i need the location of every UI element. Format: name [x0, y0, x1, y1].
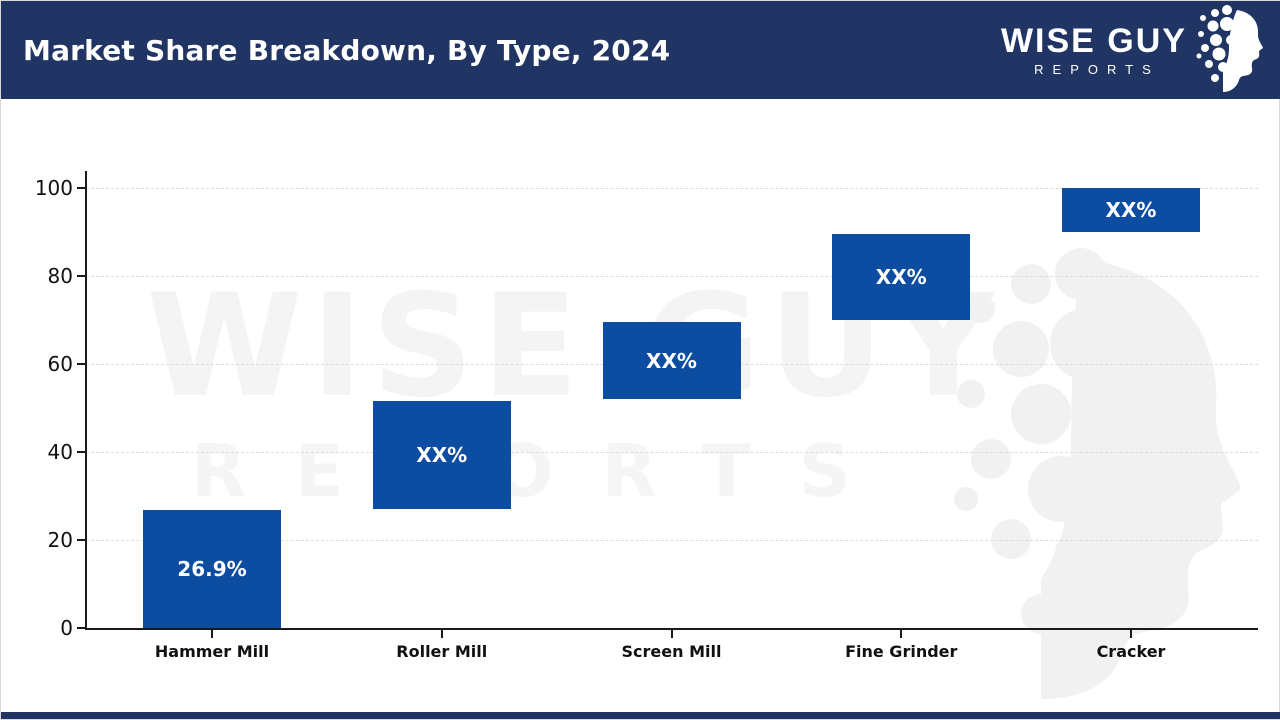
x-tick-mark: [440, 630, 443, 638]
logo-text: WISE GUY REPORTS: [1001, 24, 1187, 76]
y-tick-label: 0: [60, 616, 73, 640]
bar-value-label: XX%: [646, 348, 697, 373]
watermark-text-line2: REPORTS: [191, 429, 899, 513]
header-banner: Market Share Breakdown, By Type, 2024 WI…: [1, 1, 1280, 99]
bar: XX%: [372, 401, 511, 510]
x-tick-mark: [1130, 630, 1132, 638]
chart-area: WISE GUY REPORTS 0 20 40 60 80 100 26.9% Hammer…: [1, 99, 1280, 714]
y-axis-line: [85, 171, 87, 630]
x-tick-mark: [211, 630, 213, 638]
logo-face-icon: [1189, 4, 1267, 97]
x-axis-category-label: Roller Mill: [396, 642, 488, 661]
bar-value-label: XX%: [875, 265, 927, 290]
x-tick-mark: [670, 630, 673, 638]
y-tick-label: 60: [47, 352, 73, 376]
y-tick-label: 80: [47, 264, 73, 288]
bar: 26.9%: [143, 509, 281, 628]
x-axis-category-label: Hammer Mill: [154, 642, 270, 661]
bar: XX%: [1062, 188, 1200, 232]
y-tick-mark: [77, 363, 86, 365]
logo-wordmark: WISE GUY: [1000, 22, 1187, 60]
gridline: [86, 452, 1258, 453]
bar: XX%: [602, 322, 741, 400]
y-tick-label: 20: [47, 528, 73, 552]
x-axis-category-label: Cracker: [1096, 642, 1166, 661]
logo-subtitle: REPORTS: [1034, 62, 1160, 77]
footer-bar: [1, 712, 1280, 719]
gridline: [86, 276, 1258, 277]
x-axis-category-label: Fine Grinder: [845, 642, 958, 661]
bar-value-label: XX%: [416, 443, 468, 468]
gridline: [86, 188, 1258, 189]
y-tick-mark: [77, 275, 86, 277]
y-tick-mark: [77, 451, 86, 453]
y-tick-label: 100: [34, 176, 73, 200]
y-tick-mark: [77, 539, 86, 541]
gridline: [86, 540, 1258, 541]
logo: WISE GUY REPORTS: [1001, 4, 1280, 97]
y-tick-label: 40: [47, 440, 73, 464]
x-axis-line: [86, 628, 1258, 630]
x-tick-mark: [900, 630, 903, 638]
y-tick-mark: [77, 187, 86, 189]
y-tick-mark: [77, 627, 86, 629]
page-title: Market Share Breakdown, By Type, 2024: [23, 33, 671, 67]
bar: XX%: [832, 234, 971, 320]
bar-value-label: 26.9%: [177, 556, 247, 581]
x-axis-category-label: Screen Mill: [621, 642, 722, 661]
bar-value-label: XX%: [1105, 198, 1157, 222]
watermark-face-icon: [921, 199, 1251, 703]
